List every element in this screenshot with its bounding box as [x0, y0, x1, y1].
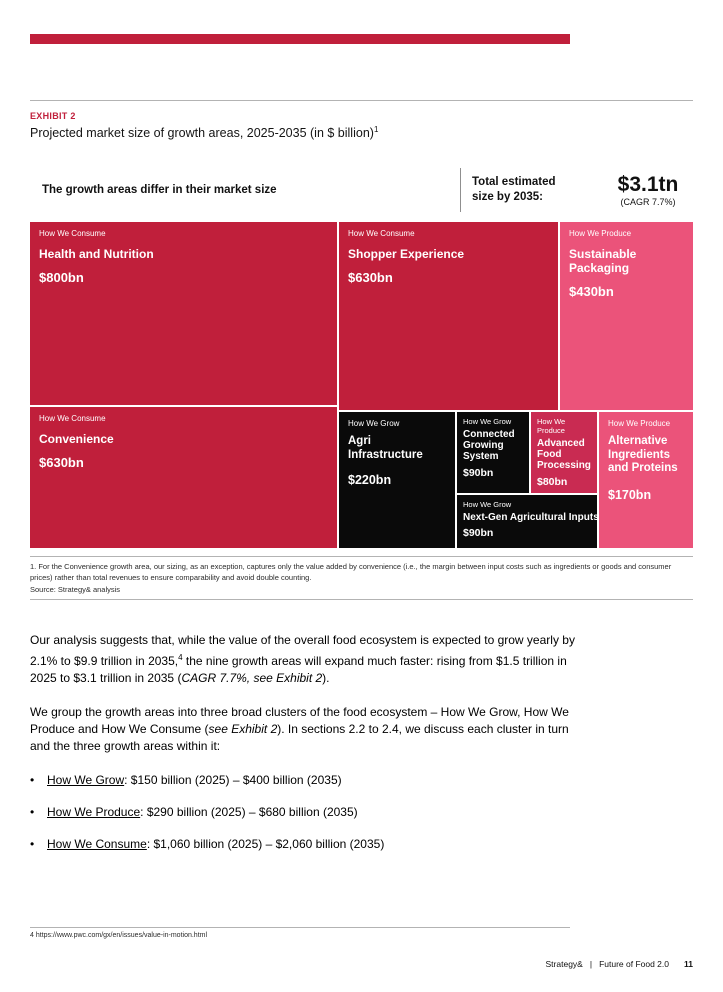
- chart-header-divider: [460, 168, 461, 212]
- exhibit-footnote: 1. For the Convenience growth area, our …: [30, 556, 693, 600]
- total-value: $3.1tn: [617, 172, 679, 196]
- cell-cluster-label: How We Produce: [608, 419, 671, 428]
- cell-value: $430bn: [569, 284, 614, 300]
- cell-cluster-label: How We Consume: [39, 229, 106, 238]
- cell-value: $220bn: [348, 473, 392, 488]
- divider-top: [30, 100, 693, 101]
- cell-cluster-label: How We Produce: [569, 229, 632, 238]
- bullet-text: : $150 billion (2025) – $400 billion (20…: [124, 773, 342, 787]
- bullet-marker: •: [30, 837, 35, 851]
- cluster-bullet-list: • How We Grow: $150 billion (2025) – $40…: [30, 772, 582, 853]
- cell-cluster-label: How We Consume: [348, 229, 415, 238]
- p2-text: ). In sections 2.2 to 2.4, we discuss ea…: [30, 722, 569, 753]
- link-how-we-consume[interactable]: How We Consume: [47, 837, 147, 851]
- cell-name: Convenience: [39, 432, 114, 446]
- cell-cluster-label: How We Consume: [39, 414, 106, 423]
- body-paragraph-2: We group the growth areas into three bro…: [30, 704, 582, 755]
- bullet-marker: •: [30, 805, 35, 819]
- total-value-block: $3.1tn (CAGR 7.7%): [603, 166, 693, 214]
- treemap-cell-convenience: How We Consume Convenience $630bn: [30, 407, 337, 548]
- chart-subtitle: The growth areas differ in their market …: [42, 184, 277, 196]
- treemap-cell-connected-growing-system: How We Grow Connected Growing System $90…: [457, 412, 529, 493]
- total-cagr: (CAGR 7.7%): [620, 196, 676, 207]
- cell-name: Sustainable Packaging: [569, 247, 637, 276]
- cell-name: Connected Growing System: [463, 429, 515, 463]
- cell-name: Agri Infrastructure: [348, 435, 423, 461]
- cell-name: Advanced Food Processing: [537, 438, 591, 472]
- treemap-cell-health-and-nutrition: How We Consume Health and Nutrition $800…: [30, 222, 337, 405]
- bullet-text: : $1,060 billion (2025) – $2,060 billion…: [146, 837, 385, 851]
- footer-brand: Strategy&: [545, 959, 583, 969]
- bullet-how-we-consume: • How We Consume: $1,060 billion (2025) …: [30, 836, 582, 853]
- footnote-4-marker: 4: [30, 932, 34, 939]
- total-size-label: Total estimated size by 2035:: [461, 166, 603, 214]
- link-how-we-produce[interactable]: How We Produce: [47, 805, 141, 819]
- exhibit-title-superscript: 1: [373, 125, 379, 134]
- bullet-text: : $290 billion (2025) – $680 billion (20…: [140, 805, 358, 819]
- body-text: Our analysis suggests that, while the va…: [30, 632, 582, 868]
- exhibit-label: EXHIBIT 2: [30, 111, 76, 121]
- chart-header: The growth areas differ in their market …: [30, 166, 693, 214]
- treemap-cell-shopper-experience: How We Consume Shopper Experience $630bn: [339, 222, 558, 410]
- link-how-we-grow[interactable]: How We Grow: [47, 773, 125, 787]
- exhibit-title: Projected market size of growth areas, 2…: [30, 125, 378, 140]
- total-label-line2: size by 2035:: [472, 191, 543, 203]
- cell-value: $630bn: [39, 455, 84, 471]
- p1-text: Our analysis suggests that, while the va…: [30, 633, 575, 668]
- p2-text: We group the growth areas into three bro…: [30, 705, 569, 736]
- footnote-reference-4: 4: [178, 653, 183, 662]
- cell-cluster-label: How We Produce: [537, 417, 566, 435]
- treemap-cell-agri-infrastructure: How We Grow Agri Infrastructure $220bn: [339, 412, 455, 548]
- p1-text: ).: [322, 671, 330, 685]
- cell-value: $90bn: [463, 527, 494, 540]
- cell-value: $80bn: [537, 475, 568, 488]
- footer-document-title: Future of Food 2.0: [599, 959, 669, 969]
- cell-name: Alternative Ingredients and Proteins: [608, 435, 678, 475]
- treemap-cell-sustainable-packaging: How We Produce Sustainable Packaging $43…: [560, 222, 693, 410]
- cell-cluster-label: How We Grow: [463, 417, 512, 426]
- treemap-cell-advanced-food-processing: How We Produce Advanced Food Processing …: [531, 412, 597, 493]
- cell-name: Health and Nutrition: [39, 247, 154, 261]
- cell-cluster-label: How We Grow: [463, 500, 512, 509]
- page-footnote-4: 4 https://www.pwc.com/gx/en/issues/value…: [30, 927, 570, 939]
- cell-name: Next-Gen Agricultural Inputs: [463, 512, 597, 523]
- bullet-how-we-produce: • How We Produce: $290 billion (2025) – …: [30, 804, 582, 821]
- cell-name: Shopper Experience: [348, 247, 465, 261]
- treemap-chart: How We Consume Health and Nutrition $800…: [30, 222, 693, 548]
- cell-value: $630bn: [348, 270, 393, 286]
- p1-text: the nine growth areas will expand much f…: [30, 654, 567, 685]
- footer-separator: |: [589, 959, 593, 969]
- exhibit-source: Source: Strategy& analysis: [30, 584, 121, 594]
- body-paragraph-1: Our analysis suggests that, while the va…: [30, 632, 582, 687]
- cell-value: $90bn: [463, 466, 494, 479]
- exhibit-title-text: Projected market size of growth areas, 2…: [30, 126, 374, 141]
- footer-page-number: 11: [684, 959, 693, 969]
- treemap-cell-next-gen-agricultural-inputs: How We Grow Next-Gen Agricultural Inputs…: [457, 495, 597, 548]
- cell-cluster-label: How We Grow: [348, 419, 400, 428]
- cell-value: $800bn: [39, 270, 84, 286]
- bullet-marker: •: [30, 773, 35, 787]
- cell-value: $170bn: [608, 487, 652, 502]
- p1-italic: CAGR 7.7%, see Exhibit 2: [181, 671, 323, 685]
- p2-italic: see Exhibit 2: [208, 722, 278, 736]
- footnote-4-url[interactable]: https://www.pwc.com/gx/en/issues/value-i…: [35, 932, 208, 939]
- page-footer: Strategy& | Future of Food 2.0 11: [546, 959, 693, 969]
- treemap-cell-alternative-ingredients-and-proteins: How We Produce Alternative Ingredients a…: [599, 412, 693, 548]
- exhibit-footnote-text: 1. For the Convenience growth area, our …: [30, 562, 672, 583]
- top-accent-bar: [30, 34, 570, 44]
- total-label-line1: Total estimated: [472, 176, 556, 189]
- bullet-how-we-grow: • How We Grow: $150 billion (2025) – $40…: [30, 772, 582, 789]
